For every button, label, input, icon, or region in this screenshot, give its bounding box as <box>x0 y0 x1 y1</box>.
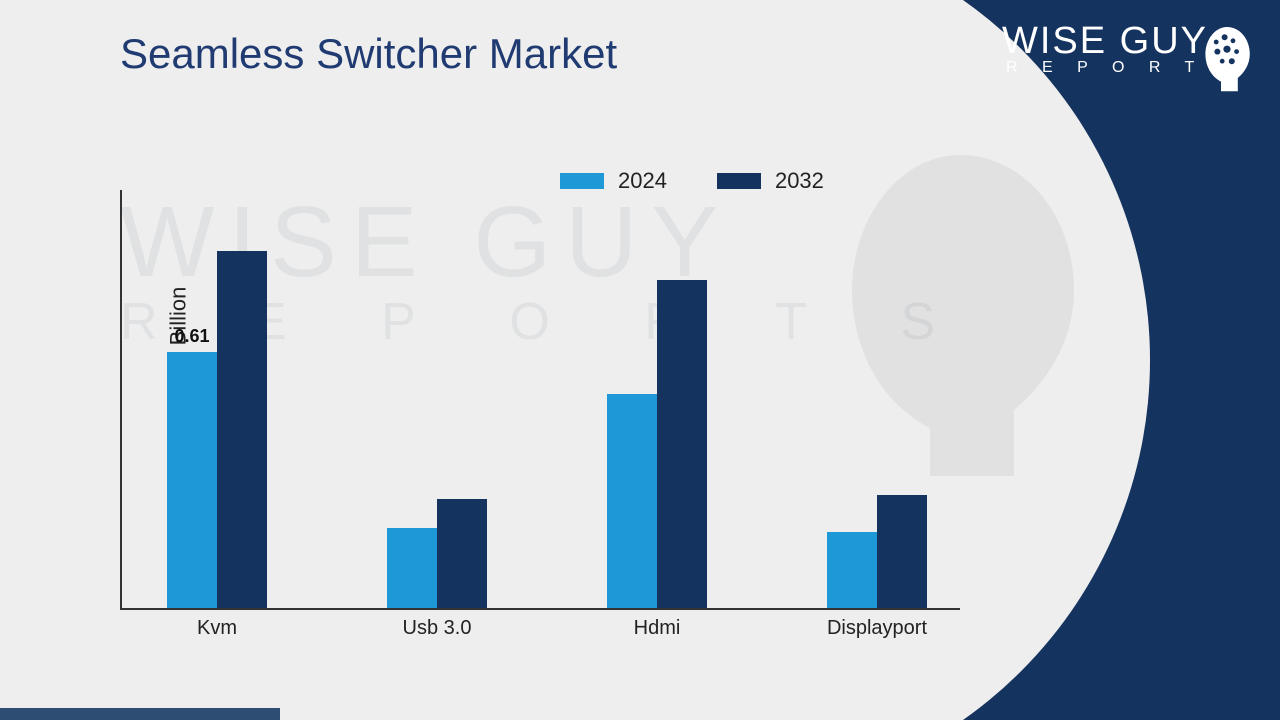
x-axis-label: Usb 3.0 <box>403 617 472 640</box>
bar <box>437 499 487 608</box>
bottom-accent-bar <box>0 708 280 720</box>
chart-area: Market Size in USD Billion 0.61KvmUsb 3.… <box>100 190 960 640</box>
bar <box>877 495 927 608</box>
brand-head-icon <box>1196 24 1258 96</box>
bar: 0.61 <box>167 352 217 608</box>
plot-area: 0.61KvmUsb 3.0HdmiDisplayport <box>120 190 960 610</box>
chart-title: Seamless Switcher Market <box>120 30 617 78</box>
bar <box>387 528 437 608</box>
x-axis-label: Hdmi <box>634 617 681 640</box>
bar <box>657 280 707 608</box>
chart-canvas: WISE GUY R E P O R T S Seamless Switcher… <box>0 0 1280 720</box>
legend-swatch-2024 <box>560 173 604 189</box>
bar-value-label: 0.61 <box>167 326 217 347</box>
bar <box>607 394 657 608</box>
brand-logo: WISE GUY R E P O R T S <box>1002 20 1252 77</box>
x-axis-label: Kvm <box>197 617 237 640</box>
legend-swatch-2032 <box>717 173 761 189</box>
bar <box>217 251 267 608</box>
bar <box>827 532 877 608</box>
x-axis-label: Displayport <box>827 617 927 640</box>
